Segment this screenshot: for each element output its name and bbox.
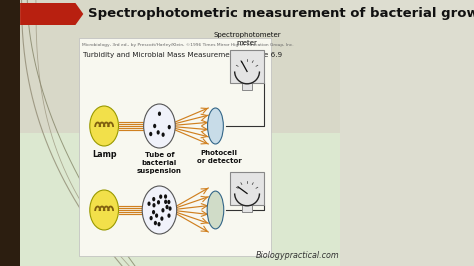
Bar <box>0 0 340 133</box>
Circle shape <box>161 208 164 213</box>
Circle shape <box>90 106 118 146</box>
Circle shape <box>164 200 167 204</box>
Text: Spectrophotometer
meter: Spectrophotometer meter <box>213 32 281 46</box>
Circle shape <box>90 190 118 230</box>
Text: Turbidity and Microbial Mass Measurement.   Figure 6.9: Turbidity and Microbial Mass Measurement… <box>83 52 283 58</box>
Text: Spectrophotometric measurement of bacterial growth: Spectrophotometric measurement of bacter… <box>88 7 474 20</box>
Circle shape <box>167 213 171 218</box>
Ellipse shape <box>207 191 224 229</box>
Circle shape <box>155 213 158 218</box>
Bar <box>0 133 340 266</box>
Bar <box>230 50 264 83</box>
Circle shape <box>157 222 161 226</box>
Ellipse shape <box>208 108 223 144</box>
Text: Microbiology, 3rd ed., by Prescott/Harley/Klein, ©1996 Times Mirror Higher Educa: Microbiology, 3rd ed., by Prescott/Harle… <box>82 43 293 47</box>
Circle shape <box>157 200 160 205</box>
Bar <box>79 38 272 256</box>
Circle shape <box>142 186 177 234</box>
Circle shape <box>152 210 155 214</box>
Circle shape <box>154 221 157 225</box>
Bar <box>230 172 264 205</box>
Circle shape <box>160 217 164 221</box>
Polygon shape <box>0 0 20 266</box>
Text: Photocell
or detector: Photocell or detector <box>197 150 241 164</box>
Circle shape <box>168 206 172 211</box>
Circle shape <box>153 203 155 207</box>
Circle shape <box>164 194 167 199</box>
Circle shape <box>158 111 161 116</box>
Circle shape <box>156 130 160 135</box>
Circle shape <box>152 197 155 201</box>
Text: Lamp: Lamp <box>92 150 117 159</box>
Circle shape <box>167 200 170 204</box>
Circle shape <box>153 124 156 128</box>
Circle shape <box>149 132 152 136</box>
Circle shape <box>165 205 169 209</box>
Text: Biologypractical.com: Biologypractical.com <box>255 251 339 260</box>
Circle shape <box>162 132 164 137</box>
Text: Tube of
bacterial
suspension: Tube of bacterial suspension <box>137 152 182 174</box>
Bar <box>242 83 252 90</box>
Bar <box>242 205 252 212</box>
Circle shape <box>144 104 175 148</box>
Circle shape <box>147 202 151 206</box>
Circle shape <box>149 216 153 220</box>
Circle shape <box>168 125 171 129</box>
Circle shape <box>159 194 162 199</box>
Polygon shape <box>20 3 83 25</box>
